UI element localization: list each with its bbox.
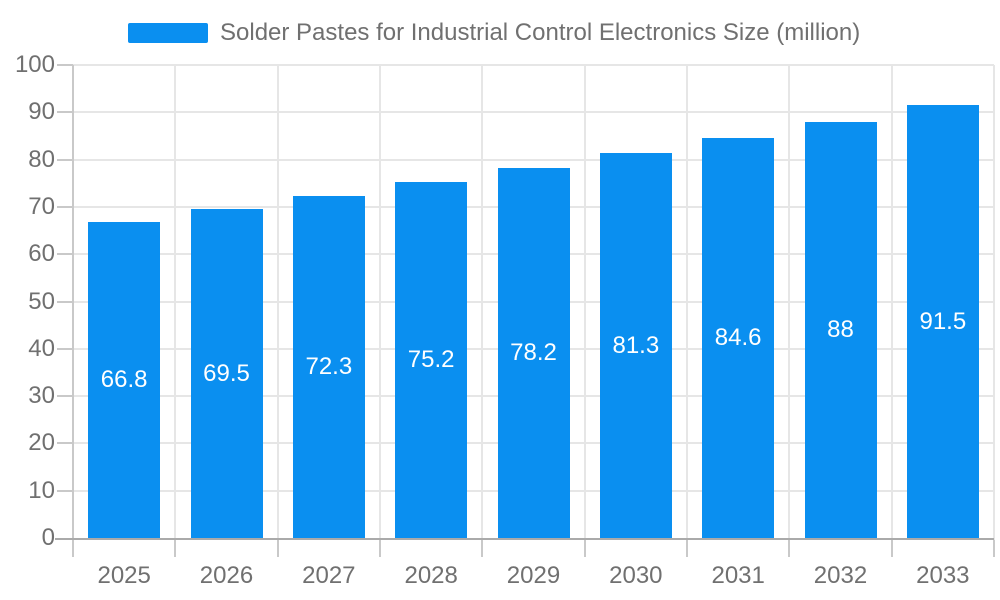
bar-2031[interactable]: 84.6 [702,137,775,538]
y-axis-label: 0 [41,524,55,551]
x-axis-tick [174,540,177,557]
gridline-vertical [174,65,177,540]
y-axis-label: 50 [28,287,55,315]
y-axis-tick [57,158,73,161]
y-axis-label: 30 [28,382,55,410]
x-axis-label: 2025 [97,562,151,589]
x-axis-label: 2028 [404,562,458,589]
gridline-horizontal [73,158,994,161]
y-axis-label: 60 [28,240,55,268]
x-axis-label: 2030 [609,562,663,589]
y-axis-tick [57,64,73,66]
gridline-vertical [481,65,484,540]
x-axis-label: 2032 [813,562,868,589]
gridline-horizontal [73,111,994,114]
bar-2028[interactable]: 75.2 [395,182,468,538]
y-axis-tick [57,395,73,398]
gridline-vertical [890,65,893,540]
y-axis-label: 100 [14,51,55,78]
x-axis-label: 2027 [302,562,356,589]
bar-2033[interactable]: 91.5 [906,105,979,538]
x-axis-tick [481,540,484,557]
bar-2032[interactable]: 88 [804,121,877,538]
y-axis-label: 10 [28,476,55,504]
x-axis-label: 2033 [916,562,970,589]
bar-value-label: 84.6 [714,323,762,351]
x-axis-tick [890,540,893,557]
gridline-vertical [993,65,995,540]
legend-label[interactable]: Solder Pastes for Industrial Control Ele… [220,19,861,46]
bar-value-label: 78.2 [510,339,557,367]
x-axis-tick [276,540,279,557]
x-axis-label: 2031 [711,562,765,589]
gridline-horizontal [73,64,994,66]
x-axis-label: 2029 [506,562,561,589]
y-axis-tick [57,253,73,256]
y-axis-tick [57,347,73,350]
gridline-vertical [788,65,791,540]
x-axis-tick [686,540,688,557]
y-axis-label: 70 [28,192,55,220]
bar-value-label: 75.2 [407,346,455,374]
y-axis-tick [57,489,73,492]
x-axis-tick [583,540,586,557]
x-axis-tick [788,540,791,557]
y-axis-label: 90 [28,98,55,126]
bar-value-label: 69.5 [203,359,250,387]
y-axis-label: 40 [28,334,55,362]
bar-2027[interactable]: 72.3 [292,196,365,538]
x-axis-line [55,538,994,540]
gridline-vertical [583,65,586,540]
legend[interactable]: Solder Pastes for Industrial Control Ele… [128,19,860,47]
y-axis-label: 80 [28,145,55,173]
bar-2029[interactable]: 78.2 [497,168,570,538]
y-axis-line [72,65,74,557]
bar-2030[interactable]: 81.3 [599,153,672,538]
bar-value-label: 66.8 [100,366,148,393]
bar-value-label: 88 [827,315,854,343]
bar-value-label: 91.5 [919,307,967,335]
y-axis-tick [57,442,73,445]
bar-value-label: 72.3 [305,353,353,380]
gridline-vertical [276,65,279,540]
y-axis-tick [57,111,73,114]
gridline-vertical [686,65,688,540]
y-axis-label: 20 [28,429,55,457]
legend-swatch[interactable] [128,23,208,43]
x-axis-tick [993,540,995,557]
bar-value-label: 81.3 [612,331,660,359]
gridline-vertical [379,65,381,540]
bar-2026[interactable]: 69.5 [190,209,263,538]
x-axis-tick [379,540,381,557]
y-axis-tick [57,300,73,303]
bar-2025[interactable]: 66.8 [88,222,161,538]
x-axis-label: 2026 [199,562,254,589]
y-axis-tick [57,205,73,208]
